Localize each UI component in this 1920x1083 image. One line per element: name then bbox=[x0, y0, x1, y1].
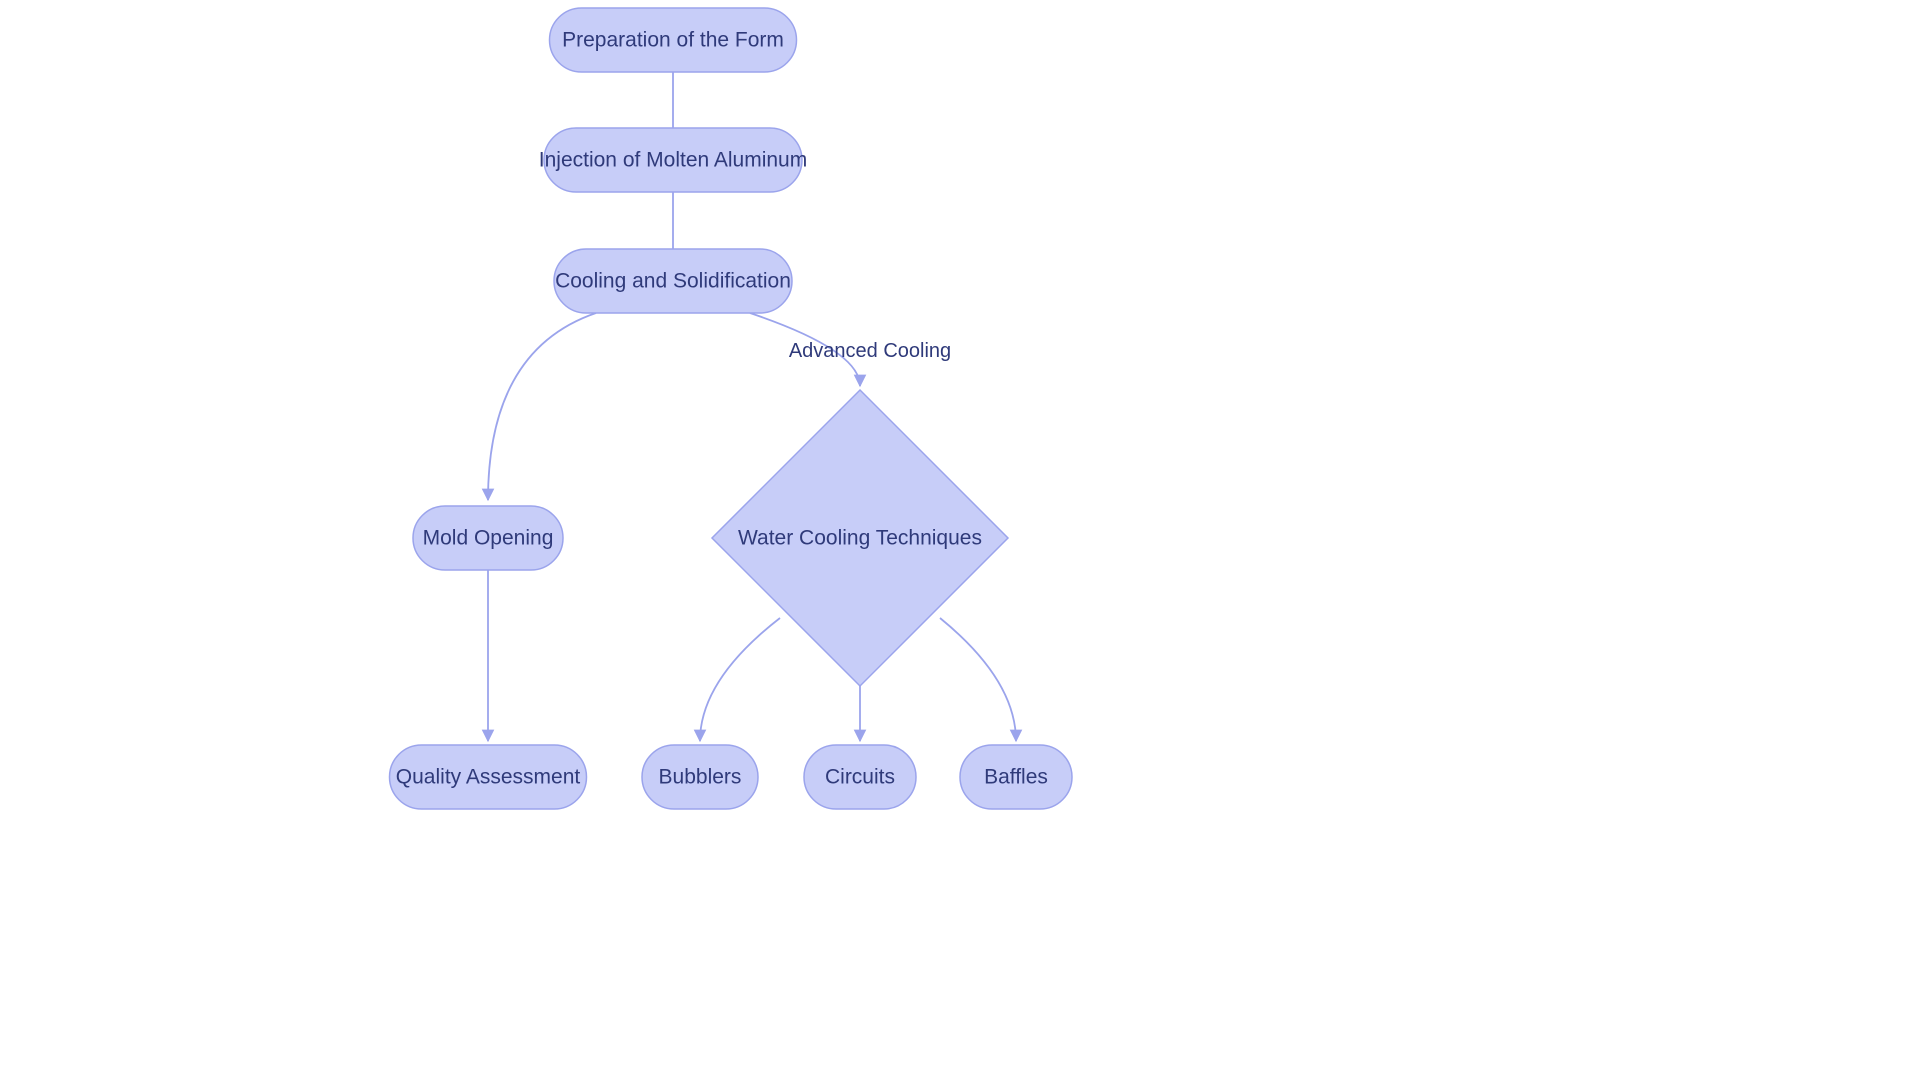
edge-label-cool-water: Advanced Cooling bbox=[789, 340, 951, 362]
node-cool: Cooling and Solidification bbox=[554, 249, 792, 313]
node-label-water: Water Cooling Techniques bbox=[738, 527, 982, 550]
node-prep: Preparation of the Form bbox=[550, 8, 797, 72]
node-inject: Injection of Molten Aluminum bbox=[539, 128, 807, 192]
node-label-quality: Quality Assessment bbox=[396, 766, 581, 789]
node-label-baffles: Baffles bbox=[984, 766, 1048, 789]
flowchart-canvas: Advanced Cooling Preparation of the Form I… bbox=[0, 0, 1920, 1083]
edge-water-bubblers bbox=[700, 618, 780, 741]
node-label-prep: Preparation of the Form bbox=[562, 29, 784, 52]
node-quality: Quality Assessment bbox=[390, 745, 587, 809]
node-label-cool: Cooling and Solidification bbox=[555, 270, 791, 293]
node-bubblers: Bubblers bbox=[642, 745, 758, 809]
node-open: Mold Opening bbox=[413, 506, 563, 570]
nodes-layer: Preparation of the Form Injection of Molt… bbox=[390, 8, 1073, 809]
node-label-circuits: Circuits bbox=[825, 766, 895, 789]
edge-water-baffles bbox=[940, 618, 1016, 741]
edge-cool-open bbox=[488, 313, 596, 500]
node-label-inject: Injection of Molten Aluminum bbox=[539, 149, 807, 172]
node-water: Water Cooling Techniques bbox=[712, 390, 1008, 686]
node-label-open: Mold Opening bbox=[423, 527, 554, 550]
node-label-bubblers: Bubblers bbox=[659, 766, 742, 789]
node-circuits: Circuits bbox=[804, 745, 916, 809]
node-baffles: Baffles bbox=[960, 745, 1072, 809]
